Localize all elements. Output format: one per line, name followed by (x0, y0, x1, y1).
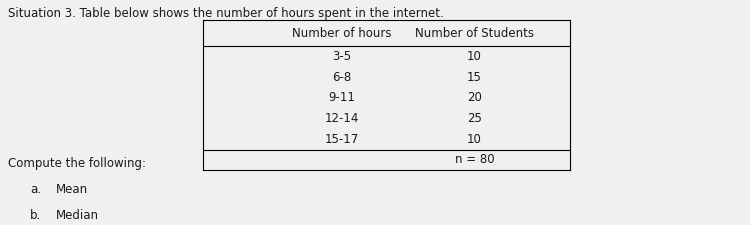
Text: Number of hours: Number of hours (292, 27, 392, 40)
Text: Compute the following:: Compute the following: (8, 158, 146, 171)
Text: 9-11: 9-11 (328, 91, 356, 104)
Text: b.: b. (30, 209, 41, 222)
Text: 15: 15 (467, 71, 482, 84)
Text: Mean: Mean (56, 183, 88, 196)
Text: 20: 20 (467, 91, 482, 104)
Text: Median: Median (56, 209, 99, 222)
Text: n = 80: n = 80 (454, 153, 494, 166)
Text: 12-14: 12-14 (325, 112, 359, 125)
Text: Situation 3. Table below shows the number of hours spent in the internet.: Situation 3. Table below shows the numbe… (8, 7, 443, 20)
Text: 3-5: 3-5 (332, 50, 352, 63)
Text: 15-17: 15-17 (325, 133, 359, 146)
Text: 10: 10 (467, 50, 482, 63)
Text: 6-8: 6-8 (332, 71, 352, 84)
Text: Number of Students: Number of Students (415, 27, 534, 40)
Text: 25: 25 (467, 112, 482, 125)
Text: 10: 10 (467, 133, 482, 146)
Text: a.: a. (30, 183, 41, 196)
